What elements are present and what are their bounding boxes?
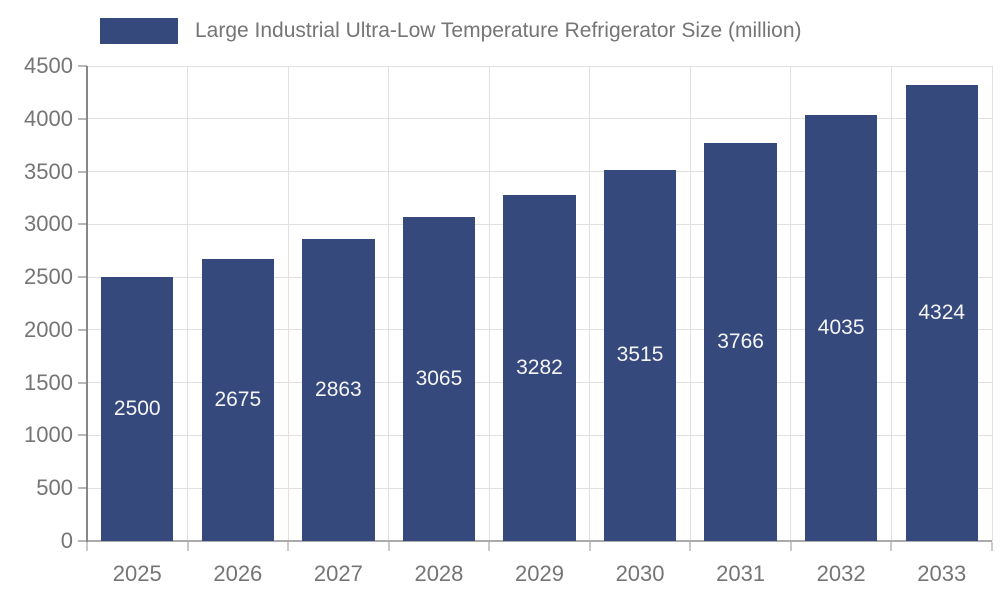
bar-value-label: 3065: [415, 367, 463, 391]
y-axis-tick-label: 500: [36, 475, 73, 501]
x-axis-category-label: 2033: [917, 561, 967, 586]
bar-value-label: 4035: [817, 316, 865, 340]
bar: 2675: [201, 258, 275, 541]
y-axis-tick: [78, 170, 87, 173]
y-axis-tick-label: 3500: [24, 158, 73, 184]
y-axis-tick-label: 4000: [24, 105, 73, 131]
x-gridline: [488, 66, 490, 541]
x-gridline: [790, 66, 792, 541]
bar-value-label: 3282: [516, 355, 563, 379]
bar: 4324: [905, 84, 978, 541]
y-axis-tick: [78, 434, 87, 437]
x-axis-tick: [488, 542, 491, 551]
x-axis-category-label: 2029: [515, 561, 564, 586]
x-axis-category-label: 2028: [414, 561, 464, 586]
x-axis-category-label: 2032: [816, 561, 866, 586]
x-gridline: [287, 66, 289, 541]
x-axis-category-label: 2030: [615, 561, 665, 586]
y-axis-tick: [78, 487, 87, 490]
x-gridline: [890, 66, 892, 541]
bar: 4035: [804, 115, 878, 541]
bar-value-label: 4324: [918, 300, 966, 324]
y-axis-line: [86, 66, 88, 542]
legend: Large Industrial Ultra-Low Temperature R…: [100, 16, 802, 46]
y-axis-tick-label: 2500: [24, 264, 73, 290]
y-gridline: [87, 118, 992, 120]
y-axis-tick-label: 1000: [24, 422, 73, 448]
legend-swatch-icon: [100, 18, 178, 44]
x-axis-category-label: 2027: [313, 561, 363, 586]
y-axis-tick: [78, 328, 87, 331]
bar-value-label: 2675: [214, 387, 262, 411]
y-axis-tick: [78, 65, 87, 67]
x-axis-tick: [186, 542, 189, 551]
legend-label: Large Industrial Ultra-Low Temperature R…: [195, 19, 802, 42]
x-axis-category-label: 2031: [716, 561, 766, 586]
y-axis-tick: [78, 381, 87, 384]
y-axis-tick-label: 4500: [24, 53, 73, 78]
x-axis-tick: [588, 542, 591, 551]
bar: 3282: [503, 194, 576, 541]
x-axis-category-label: 2025: [112, 561, 162, 586]
bar-value-label: 3766: [717, 330, 764, 354]
y-gridline: [87, 171, 992, 173]
y-axis-tick-label: 2000: [24, 316, 73, 342]
y-axis-tick: [78, 276, 87, 279]
x-axis-tick: [991, 542, 993, 551]
x-gridline: [991, 66, 993, 541]
x-axis-tick: [387, 542, 390, 551]
bar: 2863: [302, 238, 375, 541]
bar: 3065: [402, 217, 476, 541]
x-gridline: [388, 66, 390, 541]
x-gridline: [187, 66, 189, 541]
x-axis-tick: [287, 542, 290, 551]
x-gridline: [689, 66, 691, 541]
x-axis-tick: [789, 542, 792, 551]
bar: 3515: [603, 169, 677, 541]
bar: 2500: [101, 277, 174, 541]
x-axis-tick: [86, 542, 88, 551]
y-axis-tick: [78, 117, 87, 120]
y-gridline: [87, 65, 992, 67]
y-axis-tick: [78, 223, 87, 226]
x-axis-line: [86, 540, 992, 542]
y-axis-tick-label: 0: [60, 528, 73, 553]
x-axis-category-label: 2026: [213, 561, 263, 586]
bar-value-label: 3515: [616, 343, 664, 367]
x-axis-tick: [890, 542, 893, 551]
bar-value-label: 2863: [315, 377, 362, 401]
y-axis-tick-label: 3000: [24, 211, 73, 237]
y-axis-tick: [78, 540, 87, 542]
x-axis-tick: [689, 542, 692, 551]
x-gridline: [589, 66, 591, 541]
y-axis-tick-label: 1500: [24, 369, 73, 395]
bar-value-label: 2500: [113, 397, 161, 421]
bar: 3766: [704, 143, 777, 541]
